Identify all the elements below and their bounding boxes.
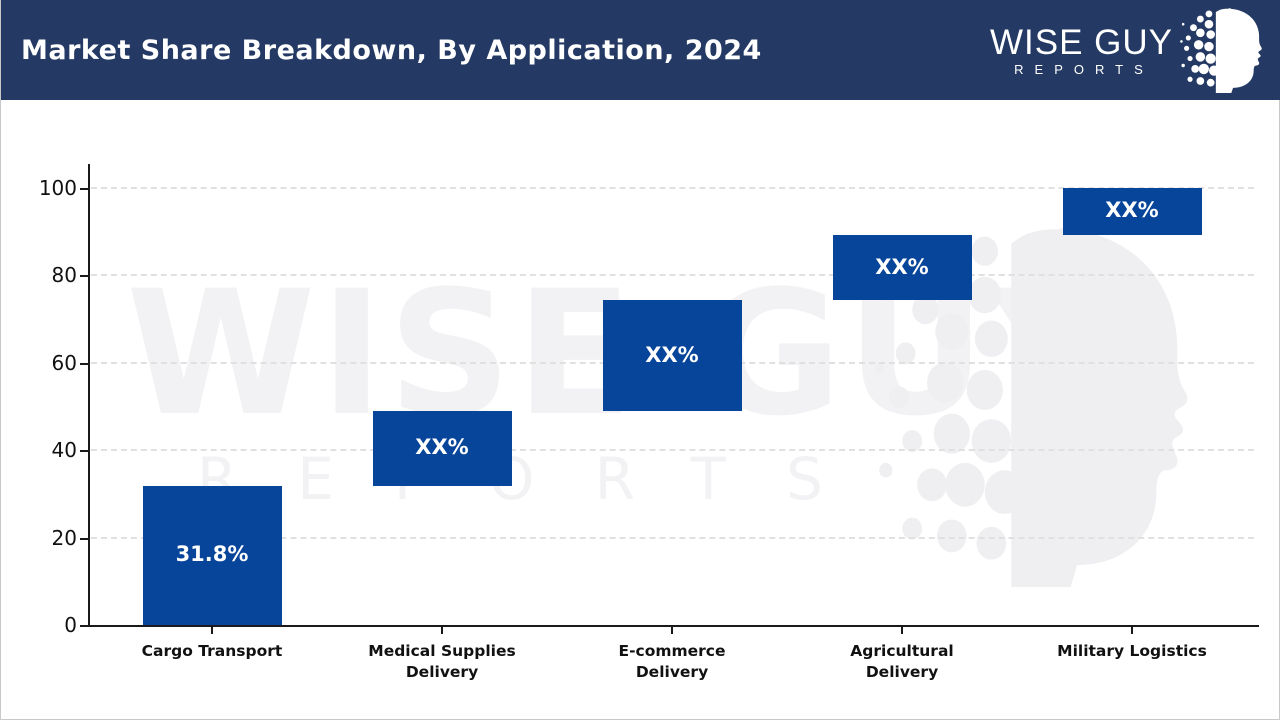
bar-value-label: XX% [1105, 198, 1159, 223]
gridline-40 [91, 449, 1254, 451]
y-tick-label-60: 60 [51, 350, 77, 375]
x-tick [901, 627, 903, 634]
y-tick-label-40: 40 [51, 438, 77, 462]
bar-segment [1062, 187, 1202, 236]
category-label: E-commerce Delivery [618, 642, 726, 681]
gridline-20 [91, 536, 1254, 539]
category-label: Cargo Transport [141, 642, 283, 660]
y-tick-label-80: 80 [51, 263, 77, 287]
y-tick-20 [80, 537, 88, 540]
bar-segment [372, 410, 512, 486]
y-tick-label-20: 20 [51, 525, 77, 550]
bar-value-label: XX% [875, 254, 929, 279]
logo-head-dots-icon [1175, 7, 1267, 93]
logo-text: WISE GUY REPORTS [990, 25, 1173, 76]
y-tick-label-0: 0 [64, 613, 77, 637]
y-tick-0 [80, 625, 88, 627]
category-label: Military Logistics [1057, 642, 1207, 660]
bar-segment [142, 485, 282, 625]
x-axis-line [87, 625, 1259, 627]
x-tick [1131, 627, 1133, 634]
x-tick [671, 627, 673, 634]
x-tick [211, 627, 213, 634]
bar-value-label: XX% [645, 342, 699, 367]
y-tick-40 [80, 450, 88, 452]
page-title: Market Share Breakdown, By Application, … [21, 34, 762, 66]
y-tick-100 [80, 187, 88, 190]
bar-segment [602, 300, 742, 411]
gridline-100 [91, 186, 1254, 189]
gridline-80 [91, 274, 1254, 276]
category-label: Medical Supplies Delivery [368, 642, 516, 681]
header-bar: Market Share Breakdown, By Application, … [1, 0, 1280, 100]
category-label: Agricultural Delivery [850, 642, 954, 681]
logo-wiseguy-label: WISE GUY [989, 22, 1173, 62]
y-tick-label-100: 100 [38, 175, 77, 200]
y-axis-line [88, 164, 90, 627]
bar-value-label: XX% [415, 435, 469, 460]
y-tick-80 [80, 275, 88, 277]
x-tick [441, 627, 443, 634]
bar-value-label: 31.8% [175, 542, 249, 567]
watermark-reports-text: REPORTS [197, 445, 883, 513]
bar-segment [832, 235, 972, 301]
wiseguy-logo: WISE GUY REPORTS [990, 6, 1267, 94]
logo-reports-label: REPORTS [1014, 61, 1154, 77]
y-tick-60 [80, 362, 88, 365]
